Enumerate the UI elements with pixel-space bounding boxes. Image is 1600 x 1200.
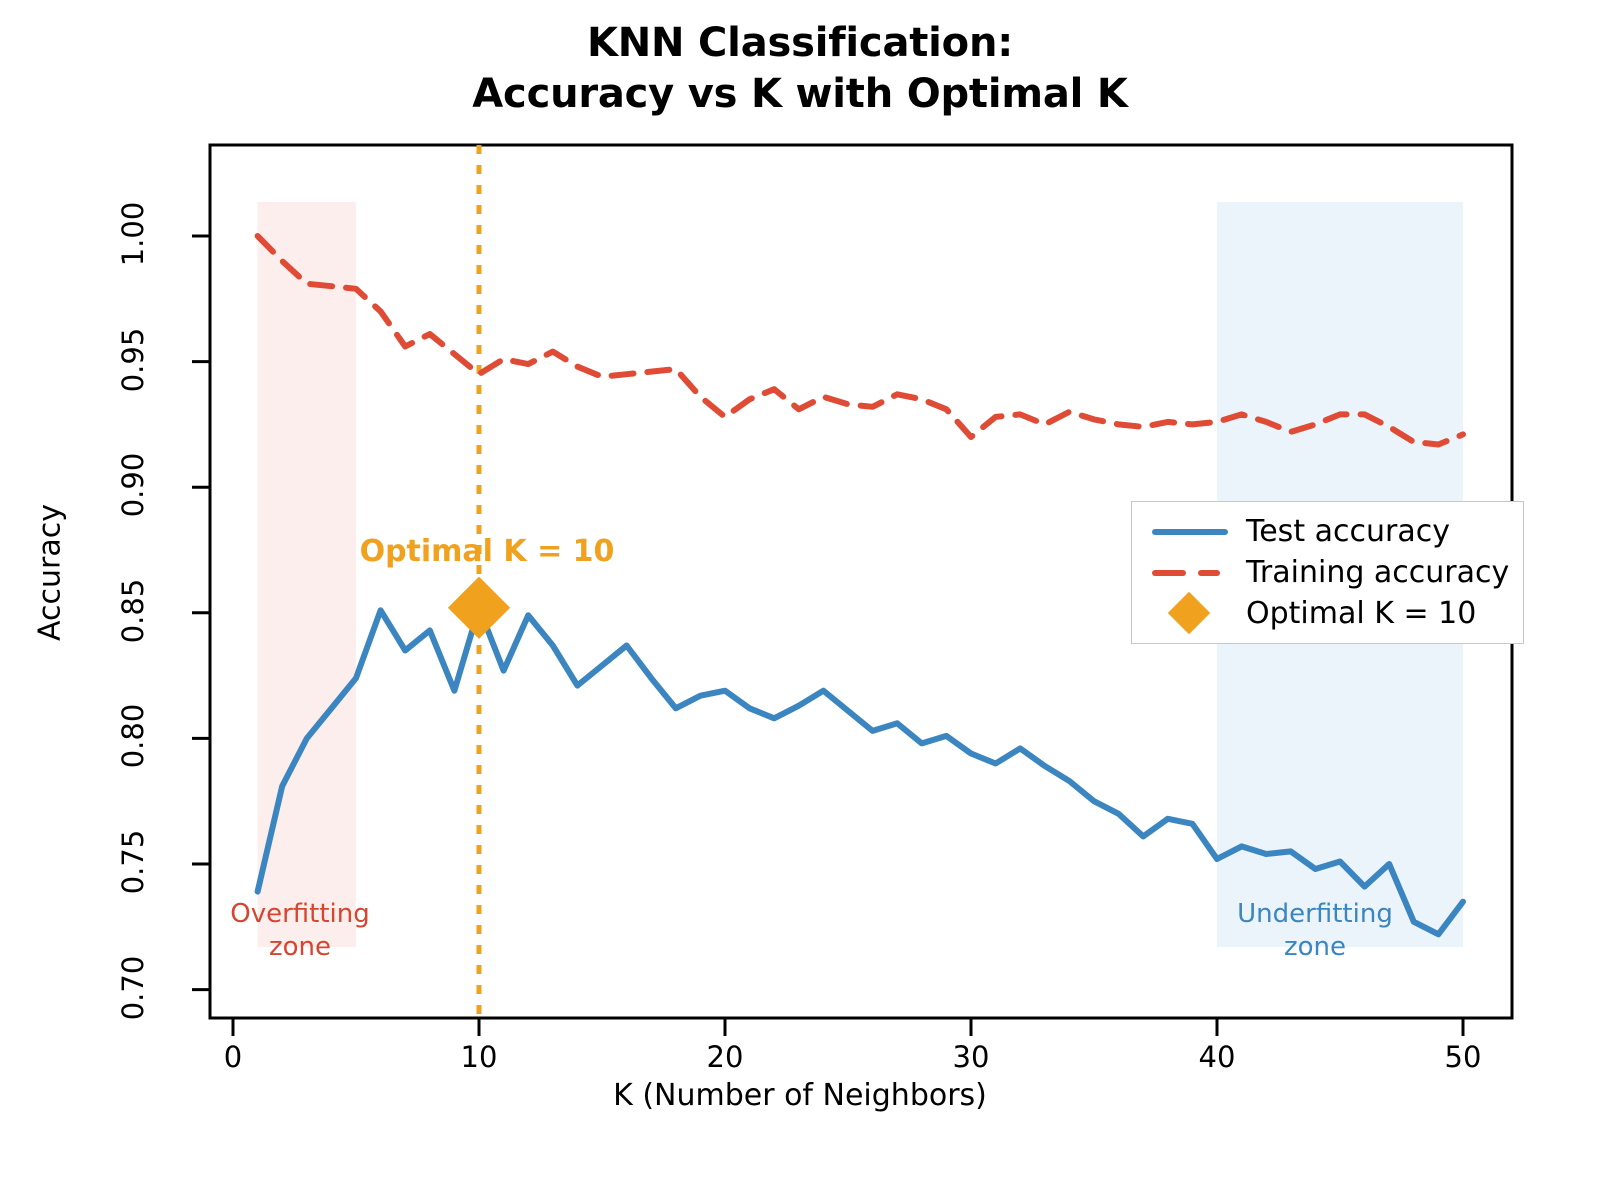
chart-title: KNN Classification: Accuracy vs K with O… xyxy=(0,18,1600,120)
y-tick-label-0.70: 0.70 xyxy=(116,955,150,1020)
y-tick-label-0.80: 0.80 xyxy=(116,704,150,769)
y-tick-label-0.85: 0.85 xyxy=(116,578,150,644)
overfitting-zone-label: Overfitting zone xyxy=(185,898,415,963)
legend-item-test-accuracy[interactable]: Test accuracy xyxy=(1144,511,1509,552)
legend-label-test-accuracy: Test accuracy xyxy=(1246,514,1450,549)
x-tick-label-50: 50 xyxy=(1444,1040,1482,1074)
legend-label-optimal-k: Optimal K = 10 xyxy=(1246,596,1477,631)
x-tick-label-0: 0 xyxy=(223,1040,243,1074)
series-line-training-accuracy xyxy=(254,233,1466,448)
dashed-line-icon xyxy=(1144,558,1236,588)
chart-legend: Test accuracy Training accuracy Optimal … xyxy=(1131,501,1525,644)
underfitting-zone-label-line2: zone xyxy=(1283,931,1347,962)
chart-title-line-1: KNN Classification: xyxy=(586,20,1014,66)
y-tick-label-0.95: 0.95 xyxy=(116,327,150,392)
diamond-marker-icon xyxy=(1144,591,1236,634)
x-tick-label-10: 10 xyxy=(460,1040,498,1074)
x-tick-label-40: 40 xyxy=(1198,1040,1236,1074)
optimal-k-marker xyxy=(447,576,511,639)
overfitting-zone-label-line2: zone xyxy=(268,931,332,962)
x-tick-label-30: 30 xyxy=(952,1040,990,1074)
x-axis-label: K (Number of Neighbors) xyxy=(613,1078,987,1113)
series-line-test-accuracy xyxy=(254,604,1466,938)
y-tick-label-0.75: 0.75 xyxy=(116,829,150,895)
chart-title-line-2: Accuracy vs K with Optimal K xyxy=(472,71,1128,118)
underfitting-zone-label: Underfitting zone xyxy=(1200,898,1430,963)
overfitting-zone-label-line1: Overfitting xyxy=(230,899,370,929)
legend-item-training-accuracy[interactable]: Training accuracy xyxy=(1144,552,1509,593)
underfitting-zone-label-line1: Underfitting xyxy=(1237,899,1393,929)
legend-label-training-accuracy: Training accuracy xyxy=(1246,555,1510,590)
x-tick-label-20: 20 xyxy=(706,1040,744,1074)
optimal-k-annotation: Optimal K = 10 xyxy=(359,533,615,569)
solid-line-icon xyxy=(1144,517,1236,547)
axis-ticks xyxy=(192,234,1465,1036)
y-tick-label-1.00: 1.00 xyxy=(116,201,150,267)
y-tick-label-0.90: 0.90 xyxy=(116,452,150,518)
legend-item-optimal-k[interactable]: Optimal K = 10 xyxy=(1144,591,1509,634)
